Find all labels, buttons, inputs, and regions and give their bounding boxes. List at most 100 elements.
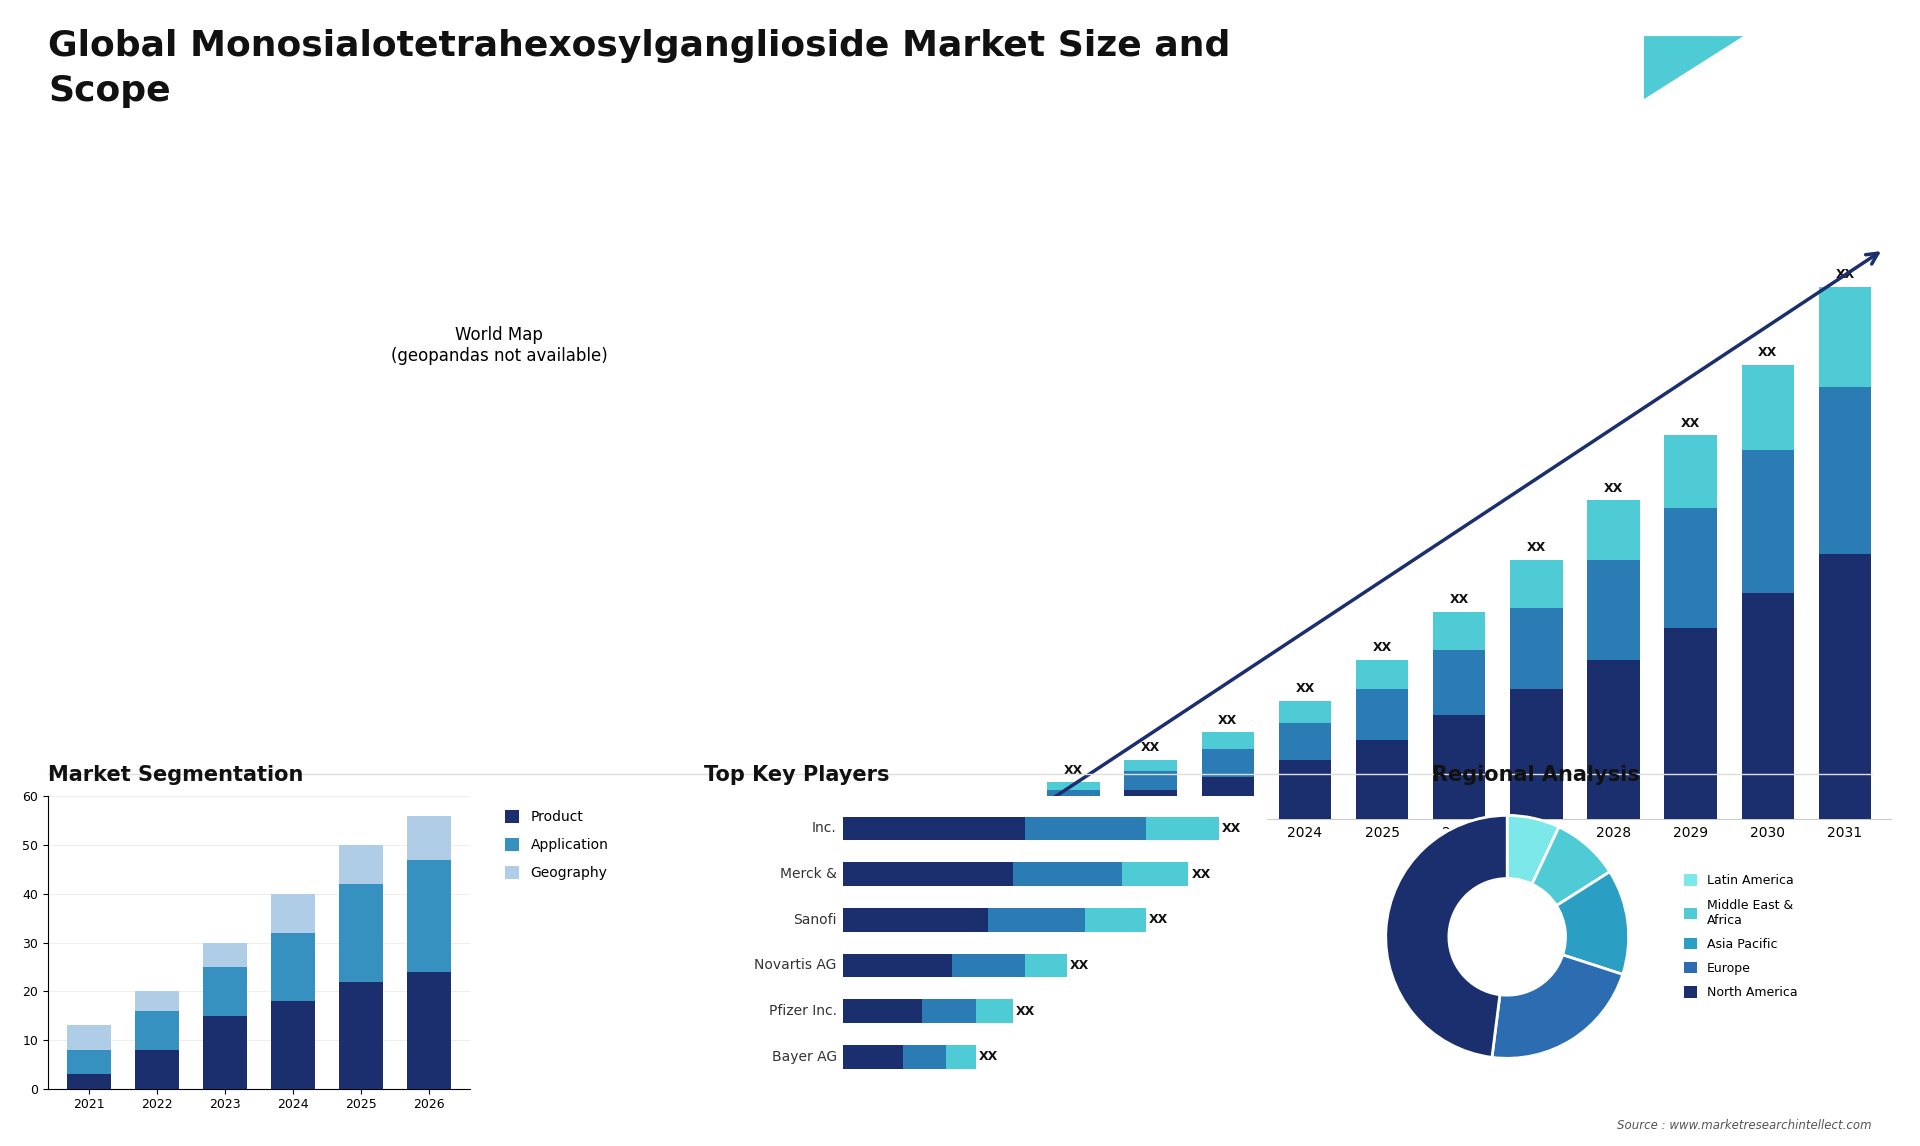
- Bar: [1012, 862, 1121, 886]
- Bar: [1511, 690, 1563, 819]
- Bar: [407, 860, 451, 972]
- Bar: [407, 972, 451, 1089]
- Text: XX: XX: [979, 1050, 998, 1063]
- Text: XX: XX: [1192, 868, 1212, 880]
- Bar: [67, 1050, 111, 1074]
- Bar: [67, 1074, 111, 1089]
- Bar: [1279, 700, 1331, 723]
- Bar: [134, 991, 179, 1011]
- Text: Inc.: Inc.: [812, 822, 837, 835]
- Bar: [134, 1011, 179, 1050]
- Bar: [1279, 723, 1331, 760]
- Text: RESEARCH: RESEARCH: [1763, 69, 1824, 79]
- Bar: [1432, 651, 1486, 715]
- Bar: [1432, 612, 1486, 651]
- Text: Top Key Players: Top Key Players: [705, 766, 889, 785]
- Bar: [271, 1002, 315, 1089]
- Bar: [1588, 559, 1640, 660]
- Text: Market Segmentation: Market Segmentation: [48, 766, 303, 785]
- Text: XX: XX: [1064, 763, 1083, 777]
- Bar: [1202, 732, 1254, 748]
- Polygon shape: [1655, 42, 1743, 105]
- Bar: [1818, 387, 1872, 554]
- Text: XX: XX: [1526, 541, 1546, 554]
- Bar: [67, 1026, 111, 1050]
- Bar: [1356, 690, 1407, 739]
- Bar: [407, 816, 451, 860]
- Text: Scope: Scope: [48, 74, 171, 109]
- Bar: [204, 967, 248, 1015]
- Bar: [1121, 862, 1188, 886]
- Bar: [1818, 286, 1872, 387]
- Bar: [922, 999, 975, 1023]
- Wedge shape: [1557, 872, 1628, 974]
- Legend: Latin America, Middle East &
Africa, Asia Pacific, Europe, North America: Latin America, Middle East & Africa, Asi…: [1680, 871, 1801, 1003]
- Bar: [1741, 450, 1793, 592]
- Polygon shape: [1644, 37, 1743, 99]
- Text: XX: XX: [1603, 481, 1622, 495]
- Bar: [134, 1050, 179, 1089]
- Bar: [340, 885, 384, 981]
- Bar: [904, 1045, 947, 1068]
- Bar: [1356, 660, 1407, 690]
- Text: INTELLECT: INTELLECT: [1763, 91, 1824, 101]
- Bar: [1588, 500, 1640, 559]
- Bar: [1046, 801, 1100, 819]
- Text: XX: XX: [1682, 417, 1701, 430]
- Text: Pfizer Inc.: Pfizer Inc.: [768, 1004, 837, 1018]
- Text: XX: XX: [1296, 682, 1315, 694]
- Bar: [975, 999, 1012, 1023]
- Text: XX: XX: [1217, 714, 1236, 727]
- Text: World Map
(geopandas not available): World Map (geopandas not available): [392, 327, 607, 366]
- Bar: [340, 846, 384, 885]
- Bar: [989, 908, 1085, 932]
- Bar: [843, 817, 1025, 840]
- Text: Source : www.marketresearchintellect.com: Source : www.marketresearchintellect.com: [1617, 1118, 1872, 1132]
- Text: Global Monosialotetrahexosylganglioside Market Size and: Global Monosialotetrahexosylganglioside …: [48, 29, 1231, 63]
- Bar: [1818, 554, 1872, 819]
- Bar: [1279, 760, 1331, 819]
- Bar: [843, 862, 1012, 886]
- Bar: [340, 981, 384, 1089]
- Bar: [204, 1015, 248, 1089]
- Text: Regional Analysis: Regional Analysis: [1432, 766, 1640, 785]
- Text: XX: XX: [1069, 959, 1089, 972]
- Bar: [1202, 777, 1254, 819]
- Wedge shape: [1532, 827, 1609, 905]
- Bar: [1146, 817, 1219, 840]
- Bar: [1741, 364, 1793, 450]
- Bar: [271, 933, 315, 1002]
- Wedge shape: [1507, 816, 1559, 884]
- Bar: [843, 908, 989, 932]
- Bar: [1125, 760, 1177, 771]
- Wedge shape: [1386, 816, 1507, 1058]
- Bar: [1511, 607, 1563, 690]
- Bar: [1125, 771, 1177, 790]
- Bar: [1356, 739, 1407, 819]
- Text: Bayer AG: Bayer AG: [772, 1050, 837, 1063]
- Bar: [1511, 559, 1563, 607]
- Wedge shape: [1492, 955, 1622, 1058]
- Bar: [947, 1045, 975, 1068]
- Bar: [1046, 783, 1100, 790]
- Bar: [1665, 508, 1716, 628]
- Text: XX: XX: [1016, 1005, 1035, 1018]
- Bar: [204, 942, 248, 967]
- Bar: [952, 953, 1025, 978]
- Bar: [1202, 748, 1254, 777]
- Bar: [1085, 908, 1146, 932]
- Bar: [843, 1045, 904, 1068]
- Text: XX: XX: [1140, 741, 1160, 754]
- Bar: [1665, 435, 1716, 508]
- Text: Sanofi: Sanofi: [793, 912, 837, 927]
- Bar: [1046, 790, 1100, 801]
- Text: XX: XX: [1450, 592, 1469, 606]
- Text: XX: XX: [1373, 642, 1392, 654]
- Text: XX: XX: [1836, 268, 1855, 281]
- Text: Merck &: Merck &: [780, 868, 837, 881]
- Bar: [1741, 592, 1793, 819]
- Text: XX: XX: [1221, 822, 1240, 835]
- Bar: [1588, 660, 1640, 819]
- Bar: [843, 999, 922, 1023]
- Text: MARKET: MARKET: [1763, 47, 1811, 57]
